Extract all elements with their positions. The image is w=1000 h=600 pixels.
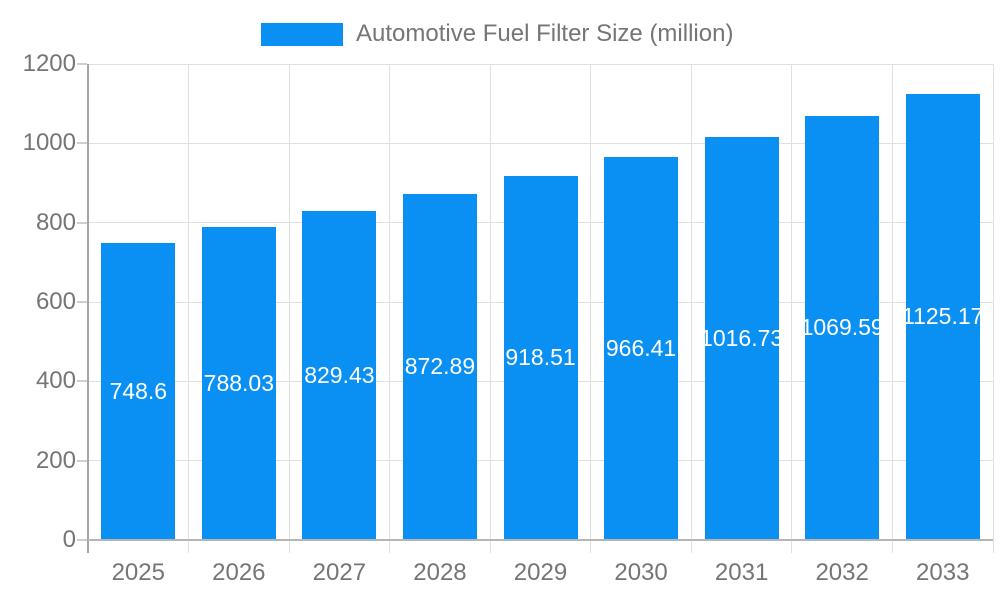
v-gridline bbox=[590, 64, 592, 553]
bar-value-label: 1016.73 bbox=[700, 324, 784, 351]
bar-value-label: 788.03 bbox=[203, 370, 275, 397]
x-tick-label: 2030 bbox=[614, 559, 668, 586]
bar-value-label: 829.43 bbox=[304, 361, 375, 388]
bar-value-label: 748.6 bbox=[109, 378, 168, 405]
y-tick bbox=[77, 459, 87, 462]
bar bbox=[604, 156, 679, 539]
x-tick-label: 2025 bbox=[111, 559, 165, 586]
y-tick-label: 1200 bbox=[22, 50, 76, 77]
bar bbox=[503, 175, 578, 539]
v-gridline bbox=[489, 64, 491, 553]
bar bbox=[101, 243, 176, 539]
y-tick-label: 400 bbox=[35, 367, 76, 395]
bar bbox=[402, 193, 477, 539]
x-tick-label: 2028 bbox=[413, 559, 467, 586]
x-tick-label: 2032 bbox=[815, 559, 869, 586]
y-tick bbox=[77, 142, 87, 145]
bar-value-label: 1125.17 bbox=[902, 303, 984, 330]
h-gridline bbox=[88, 142, 993, 144]
bar bbox=[201, 227, 276, 539]
v-gridline bbox=[288, 64, 290, 553]
y-tick-label: 1000 bbox=[22, 129, 76, 157]
x-tick-label: 2027 bbox=[312, 559, 367, 586]
bar-value-label: 918.51 bbox=[505, 344, 576, 371]
legend-swatch bbox=[261, 22, 343, 46]
v-gridline bbox=[690, 64, 692, 553]
v-gridline bbox=[891, 64, 893, 553]
y-tick-label: 0 bbox=[62, 526, 76, 553]
y-tick bbox=[77, 221, 87, 224]
v-gridline bbox=[188, 64, 190, 553]
y-tick-label: 200 bbox=[35, 446, 76, 474]
v-gridline bbox=[791, 64, 793, 553]
x-tick-label: 2033 bbox=[916, 559, 970, 586]
bar bbox=[905, 93, 980, 539]
legend-title: Automotive Fuel Filter Size (million) bbox=[356, 20, 734, 47]
y-tick-label: 800 bbox=[35, 208, 76, 236]
bar bbox=[805, 115, 880, 539]
x-tick-label: 2029 bbox=[513, 559, 568, 586]
bar bbox=[302, 210, 377, 539]
bar bbox=[704, 136, 779, 539]
y-tick bbox=[77, 63, 87, 65]
y-tick bbox=[77, 380, 87, 383]
y-axis-line bbox=[87, 64, 89, 553]
x-tick-label: 2026 bbox=[212, 559, 266, 586]
h-gridline bbox=[88, 63, 993, 65]
y-tick bbox=[77, 539, 87, 541]
bar-value-label: 1069.59 bbox=[800, 314, 884, 341]
y-tick-label: 600 bbox=[35, 288, 76, 315]
x-axis-line bbox=[88, 539, 993, 541]
v-gridline bbox=[389, 64, 391, 553]
bar-value-label: 966.41 bbox=[605, 334, 677, 361]
y-tick bbox=[77, 301, 87, 303]
bar-value-label: 872.89 bbox=[404, 353, 476, 380]
legend: Automotive Fuel Filter Size (million) bbox=[261, 20, 733, 48]
x-tick-label: 2031 bbox=[714, 559, 769, 586]
v-gridline bbox=[992, 64, 994, 553]
